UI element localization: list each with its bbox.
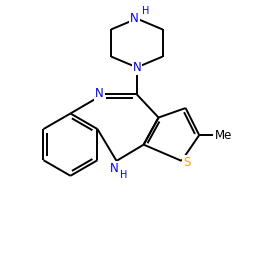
Text: N: N: [109, 162, 118, 175]
Text: H: H: [142, 6, 149, 16]
Text: H: H: [120, 170, 128, 180]
Text: Me: Me: [215, 129, 232, 142]
Text: N: N: [130, 12, 139, 25]
Text: S: S: [183, 156, 191, 169]
Text: N: N: [133, 61, 141, 74]
Text: N: N: [95, 87, 104, 100]
